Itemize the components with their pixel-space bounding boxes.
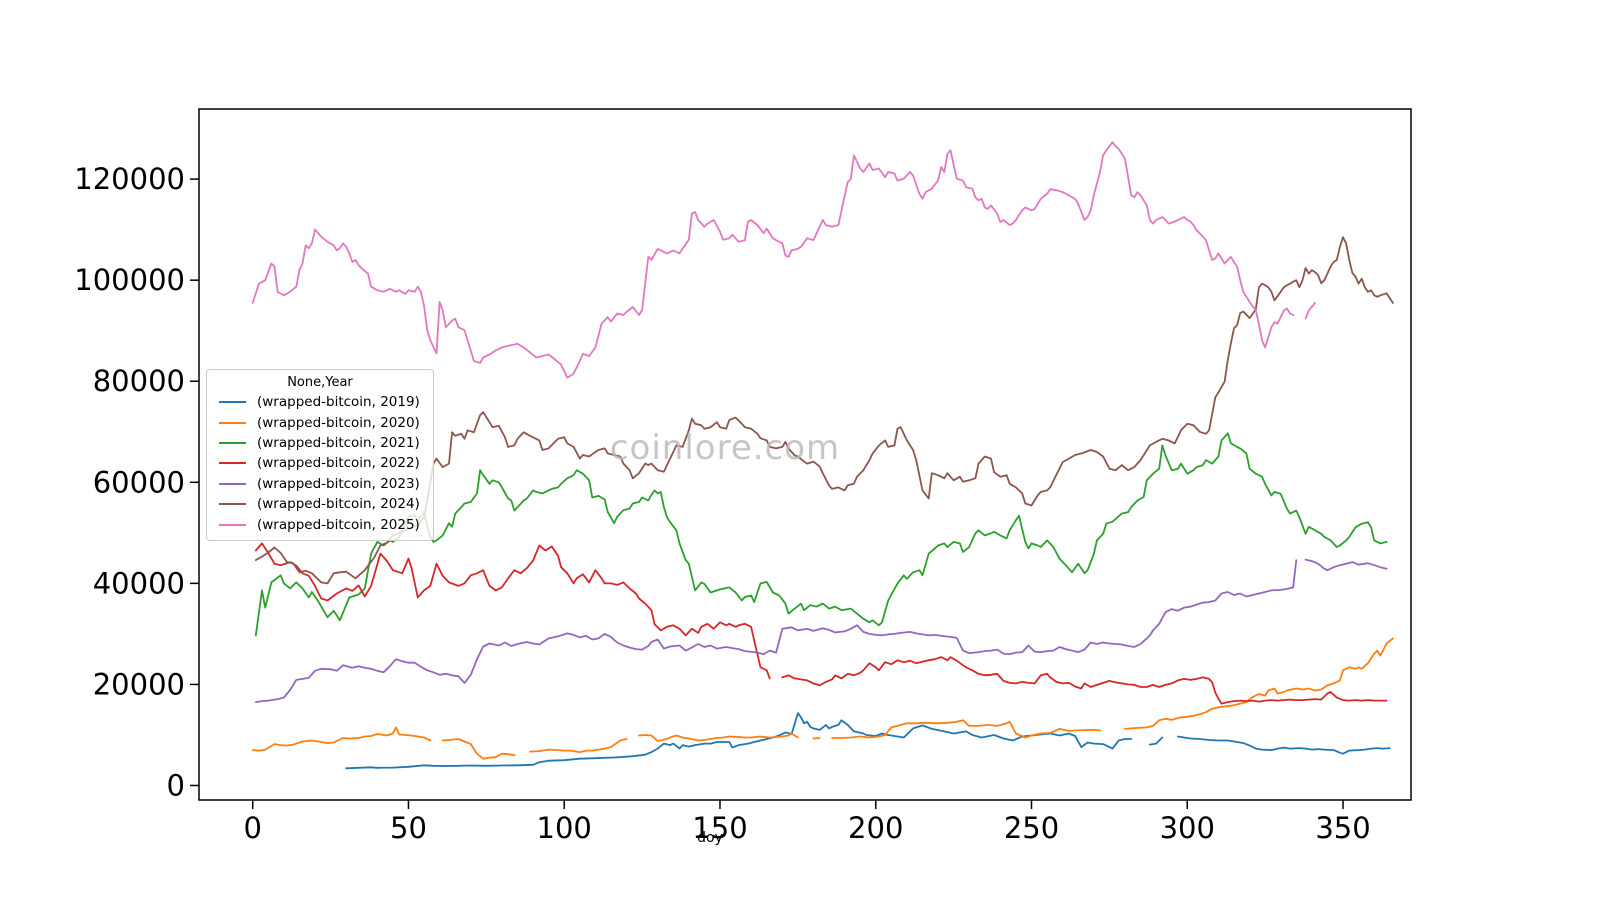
x-tick-label: 200 — [848, 811, 903, 845]
x-tick-label: 50 — [390, 811, 427, 845]
x-tick-label: 0 — [243, 811, 261, 845]
legend-line-swatch — [219, 401, 246, 404]
y-tick-label: 60000 — [93, 465, 185, 499]
legend-line-swatch — [219, 441, 246, 444]
legend-entry: (wrapped-bitcoin, 2025) — [207, 514, 433, 534]
legend-entry-label: (wrapped-bitcoin, 2025) — [257, 516, 420, 533]
legend-line-swatch — [219, 523, 246, 526]
legend-entry-label: (wrapped-bitcoin, 2024) — [257, 496, 420, 513]
x-tick-label: 250 — [1004, 811, 1059, 845]
series-line-2025 — [251, 141, 1316, 379]
plot-frame — [198, 108, 1412, 801]
legend-line-swatch — [219, 421, 246, 424]
y-tick-label: 120000 — [74, 162, 185, 196]
legend-entry: (wrapped-bitcoin, 2019) — [207, 392, 433, 412]
x-tick-label: 350 — [1315, 811, 1370, 845]
legend-entry-label: (wrapped-bitcoin, 2023) — [257, 475, 420, 492]
legend-title: None,Year — [287, 375, 353, 390]
legend-entry: (wrapped-bitcoin, 2022) — [207, 453, 433, 473]
legend-entry-label: (wrapped-bitcoin, 2020) — [257, 414, 420, 431]
x-tick-label: 150 — [692, 811, 747, 845]
legend-line-swatch — [219, 462, 246, 465]
legend-entry: (wrapped-bitcoin, 2021) — [207, 433, 433, 453]
series-line-2020 — [251, 637, 1394, 760]
series-line-2021 — [254, 432, 1388, 637]
x-tick-label: 300 — [1160, 811, 1215, 845]
series-line-2022 — [254, 542, 1388, 705]
series-line-2023 — [254, 558, 1388, 703]
y-tick-label: 80000 — [93, 364, 185, 398]
y-tick-label: 20000 — [93, 667, 185, 701]
series-line-2024 — [254, 236, 1394, 585]
legend-entry: (wrapped-bitcoin, 2023) — [207, 474, 433, 494]
y-tick-label: 100000 — [74, 263, 185, 297]
legend-line-swatch — [219, 482, 246, 485]
series-line-2019 — [345, 712, 1391, 770]
legend-entry: (wrapped-bitcoin, 2020) — [207, 412, 433, 432]
x-axis-label: doy — [697, 830, 723, 846]
y-tick-label: 40000 — [93, 566, 185, 600]
legend-line-swatch — [219, 503, 246, 506]
x-tick-label: 100 — [537, 811, 592, 845]
legend-entry-label: (wrapped-bitcoin, 2021) — [257, 434, 420, 451]
legend-entry: (wrapped-bitcoin, 2024) — [207, 494, 433, 514]
y-tick-label: 0 — [167, 769, 185, 803]
legend-entry-label: (wrapped-bitcoin, 2019) — [257, 394, 420, 411]
legend-entry-label: (wrapped-bitcoin, 2022) — [257, 455, 420, 472]
legend-rows: (wrapped-bitcoin, 2019) (wrapped-bitcoin,… — [207, 392, 433, 535]
legend: None,Year (wrapped-bitcoin, 2019) (wrappe… — [206, 369, 434, 541]
